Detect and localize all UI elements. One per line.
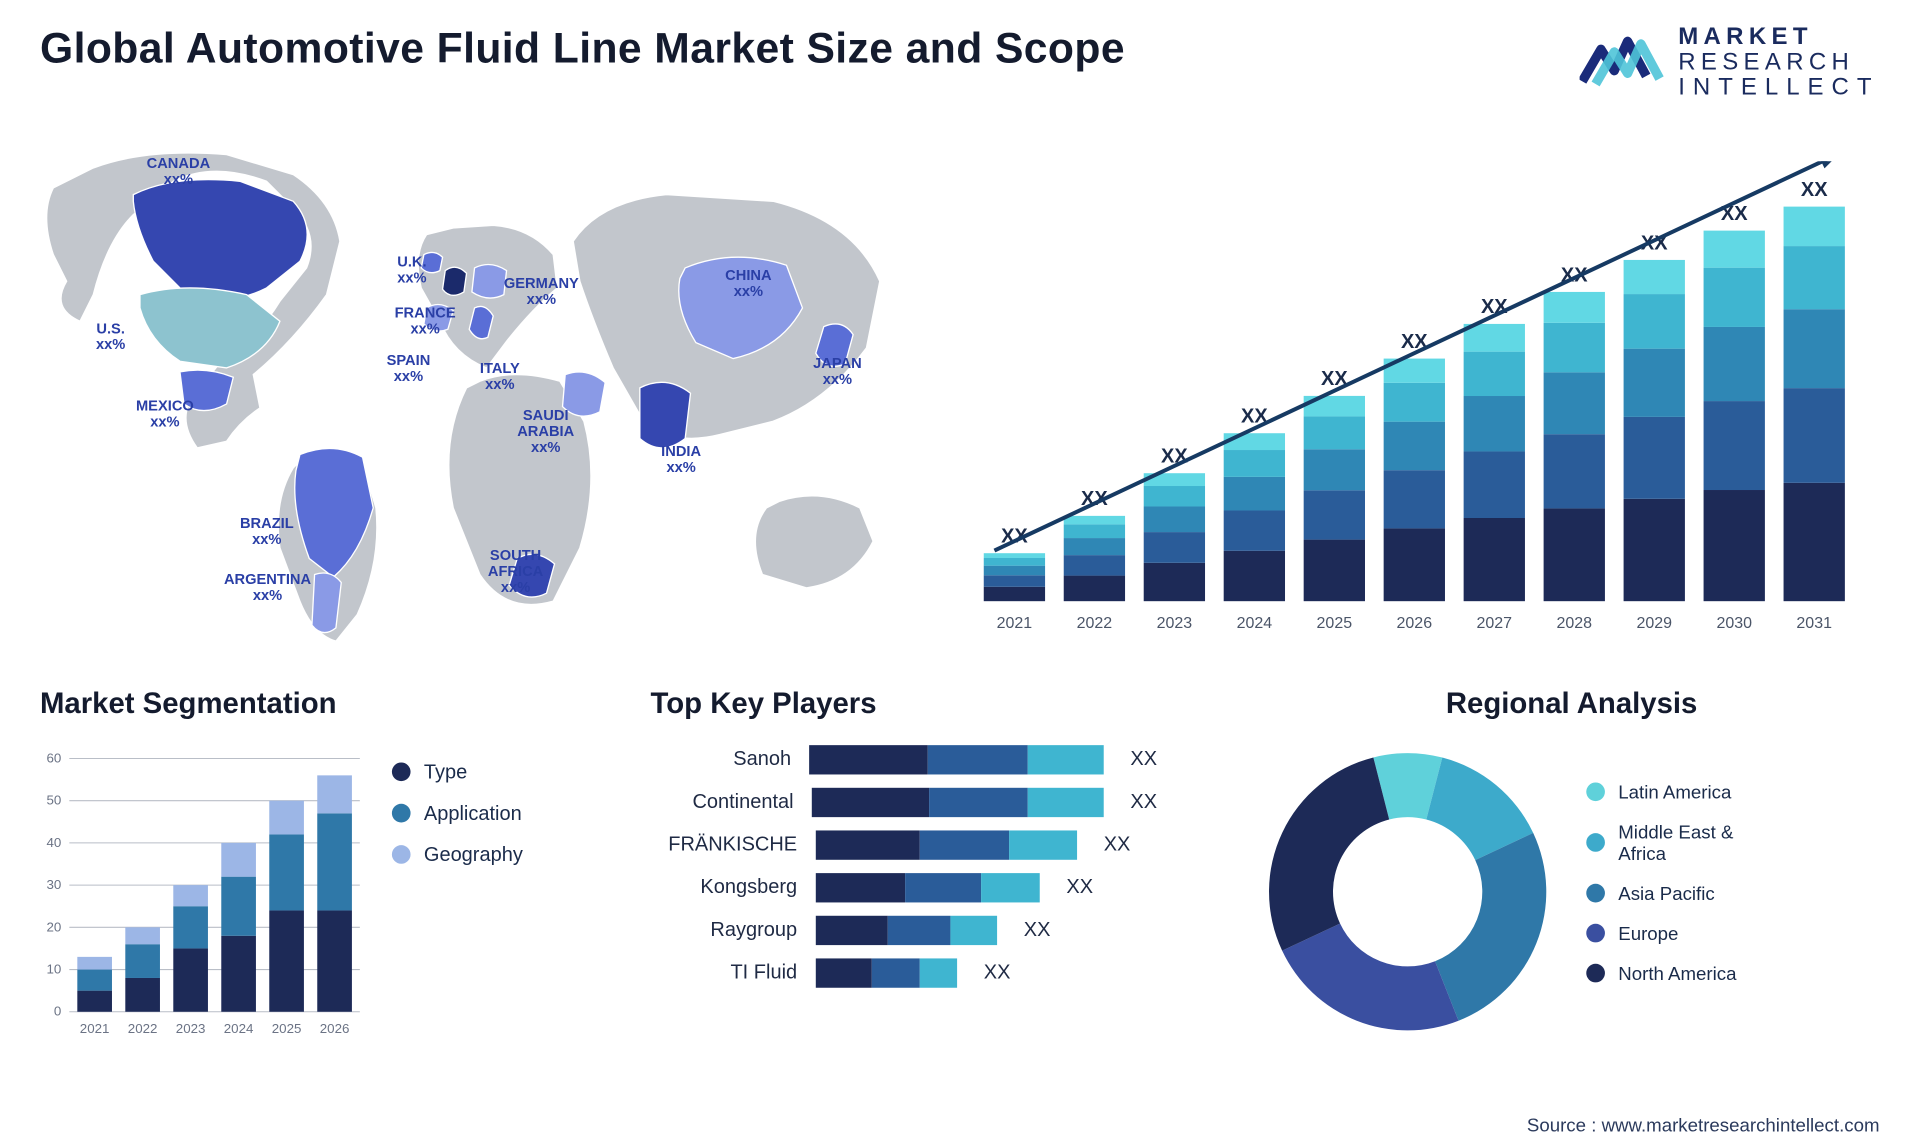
page-title: Global Automotive Fluid Line Market Size… — [40, 24, 1125, 73]
svg-text:2026: 2026 — [320, 1021, 350, 1036]
segmentation-panel: Market Segmentation 0 10 20 30 40 50 60 2021 202… — [40, 686, 613, 1051]
regional-legend: Latin America Middle East &Africa Asia Pac… — [1586, 781, 1736, 1002]
regional-title: Regional Analysis — [1261, 686, 1882, 721]
svg-text:2025: 2025 — [272, 1021, 302, 1036]
legend-item: Middle East &Africa — [1586, 821, 1736, 864]
player-bar — [816, 830, 1077, 859]
svg-text:2023: 2023 — [176, 1021, 206, 1036]
player-value: XX — [1104, 833, 1131, 856]
player-value: XX — [1130, 791, 1157, 814]
player-value: XX — [984, 961, 1011, 984]
legend-item: Application — [392, 802, 523, 825]
brand-logo: MARKET RESEARCH INTELLECT — [1580, 24, 1880, 100]
player-row: Raygroup XX — [651, 915, 1158, 944]
player-row: TI Fluid XX — [651, 958, 1158, 987]
map-label: INDIAxx% — [661, 443, 701, 475]
player-row: Kongsberg XX — [651, 873, 1158, 902]
player-value: XX — [1024, 919, 1051, 942]
svg-text:2026: 2026 — [1397, 614, 1433, 631]
legend-item: Type — [392, 761, 523, 784]
map-label: U.S.xx% — [96, 321, 125, 353]
player-row: Sanoh XX — [651, 745, 1158, 774]
map-label: SOUTHAFRICAxx% — [488, 547, 543, 595]
map-label: ITALYxx% — [480, 361, 520, 393]
legend-item: Europe — [1586, 922, 1736, 943]
player-value: XX — [1066, 876, 1093, 899]
svg-text:2021: 2021 — [80, 1021, 110, 1036]
key-players-chart: SanohXXContinentalXXFRÄNKISCHEXXKongsber… — [651, 745, 1158, 988]
player-bar — [810, 745, 1104, 774]
svg-text:30: 30 — [46, 877, 61, 892]
svg-text:2022: 2022 — [128, 1021, 158, 1036]
player-bar — [812, 787, 1103, 816]
svg-text:2022: 2022 — [1077, 614, 1113, 631]
map-label: U.K.xx% — [397, 254, 426, 286]
segmentation-legend: Type Application Geography — [392, 745, 523, 1052]
player-name: Sanoh — [651, 748, 792, 771]
legend-item: Latin America — [1586, 781, 1736, 802]
player-value: XX — [1130, 748, 1157, 771]
player-bar — [816, 873, 1040, 902]
map-label: CHINAxx% — [725, 267, 771, 299]
svg-text:2024: 2024 — [224, 1021, 254, 1036]
legend-item: Geography — [392, 843, 523, 866]
svg-text:XX: XX — [1801, 179, 1828, 201]
player-row: FRÄNKISCHE XX — [651, 830, 1158, 859]
logo-line1: MARKET — [1678, 24, 1879, 49]
svg-text:2023: 2023 — [1157, 614, 1193, 631]
svg-text:40: 40 — [46, 834, 61, 849]
player-row: Continental XX — [651, 787, 1158, 816]
world-map-panel: CANADAxx% U.S.xx% MEXICOxx% BRAZILxx% ARGENT… — [27, 108, 933, 655]
svg-text:2021: 2021 — [997, 614, 1033, 631]
svg-text:2027: 2027 — [1477, 614, 1513, 631]
svg-text:2029: 2029 — [1636, 614, 1672, 631]
map-label: ARGENTINAxx% — [224, 571, 311, 603]
map-label: GERMANYxx% — [504, 275, 579, 307]
map-label: SPAINxx% — [387, 353, 431, 385]
map-label: SAUDIARABIAxx% — [517, 407, 574, 455]
key-players-title: Top Key Players — [651, 686, 1224, 721]
svg-text:2024: 2024 — [1237, 614, 1273, 631]
svg-text:60: 60 — [46, 750, 61, 765]
logo-line3: INTELLECT — [1678, 74, 1879, 99]
map-label: FRANCExx% — [395, 305, 456, 337]
svg-text:2025: 2025 — [1317, 614, 1353, 631]
player-bar — [816, 915, 997, 944]
regional-donut — [1261, 745, 1554, 1038]
map-label: CANADAxx% — [147, 156, 211, 188]
map-label: BRAZILxx% — [240, 515, 294, 547]
player-name: TI Fluid — [651, 961, 798, 984]
legend-item: Asia Pacific — [1586, 882, 1736, 903]
svg-text:50: 50 — [46, 792, 61, 807]
player-name: Kongsberg — [651, 876, 798, 899]
regional-panel: Regional Analysis Latin America Middle Ea… — [1261, 686, 1882, 1051]
map-label: MEXICOxx% — [136, 398, 194, 430]
player-bar — [816, 958, 957, 987]
logo-icon — [1580, 31, 1665, 92]
svg-text:2031: 2031 — [1796, 614, 1832, 631]
svg-text:2030: 2030 — [1716, 614, 1752, 631]
legend-item: North America — [1586, 962, 1736, 983]
map-label: JAPANxx% — [813, 355, 862, 387]
svg-text:10: 10 — [46, 961, 61, 976]
player-name: FRÄNKISCHE — [651, 833, 798, 856]
logo-line2: RESEARCH — [1678, 49, 1879, 74]
source-attribution: Source : www.marketresearchintellect.com — [1527, 1114, 1880, 1135]
svg-text:0: 0 — [54, 1003, 61, 1018]
key-players-panel: Top Key Players SanohXXContinentalXXFRÄN… — [651, 686, 1224, 1051]
player-name: Raygroup — [651, 919, 798, 942]
segmentation-title: Market Segmentation — [40, 686, 613, 721]
segmentation-chart: 0 10 20 30 40 50 60 2021 2022 2023 2024 2025 2026 — [40, 745, 360, 1052]
svg-text:20: 20 — [46, 919, 61, 934]
market-size-chart: XX2021XX2022XX2023XX2024XX2025XX2026XX20… — [957, 161, 1890, 641]
player-name: Continental — [651, 791, 794, 814]
svg-text:2028: 2028 — [1556, 614, 1592, 631]
